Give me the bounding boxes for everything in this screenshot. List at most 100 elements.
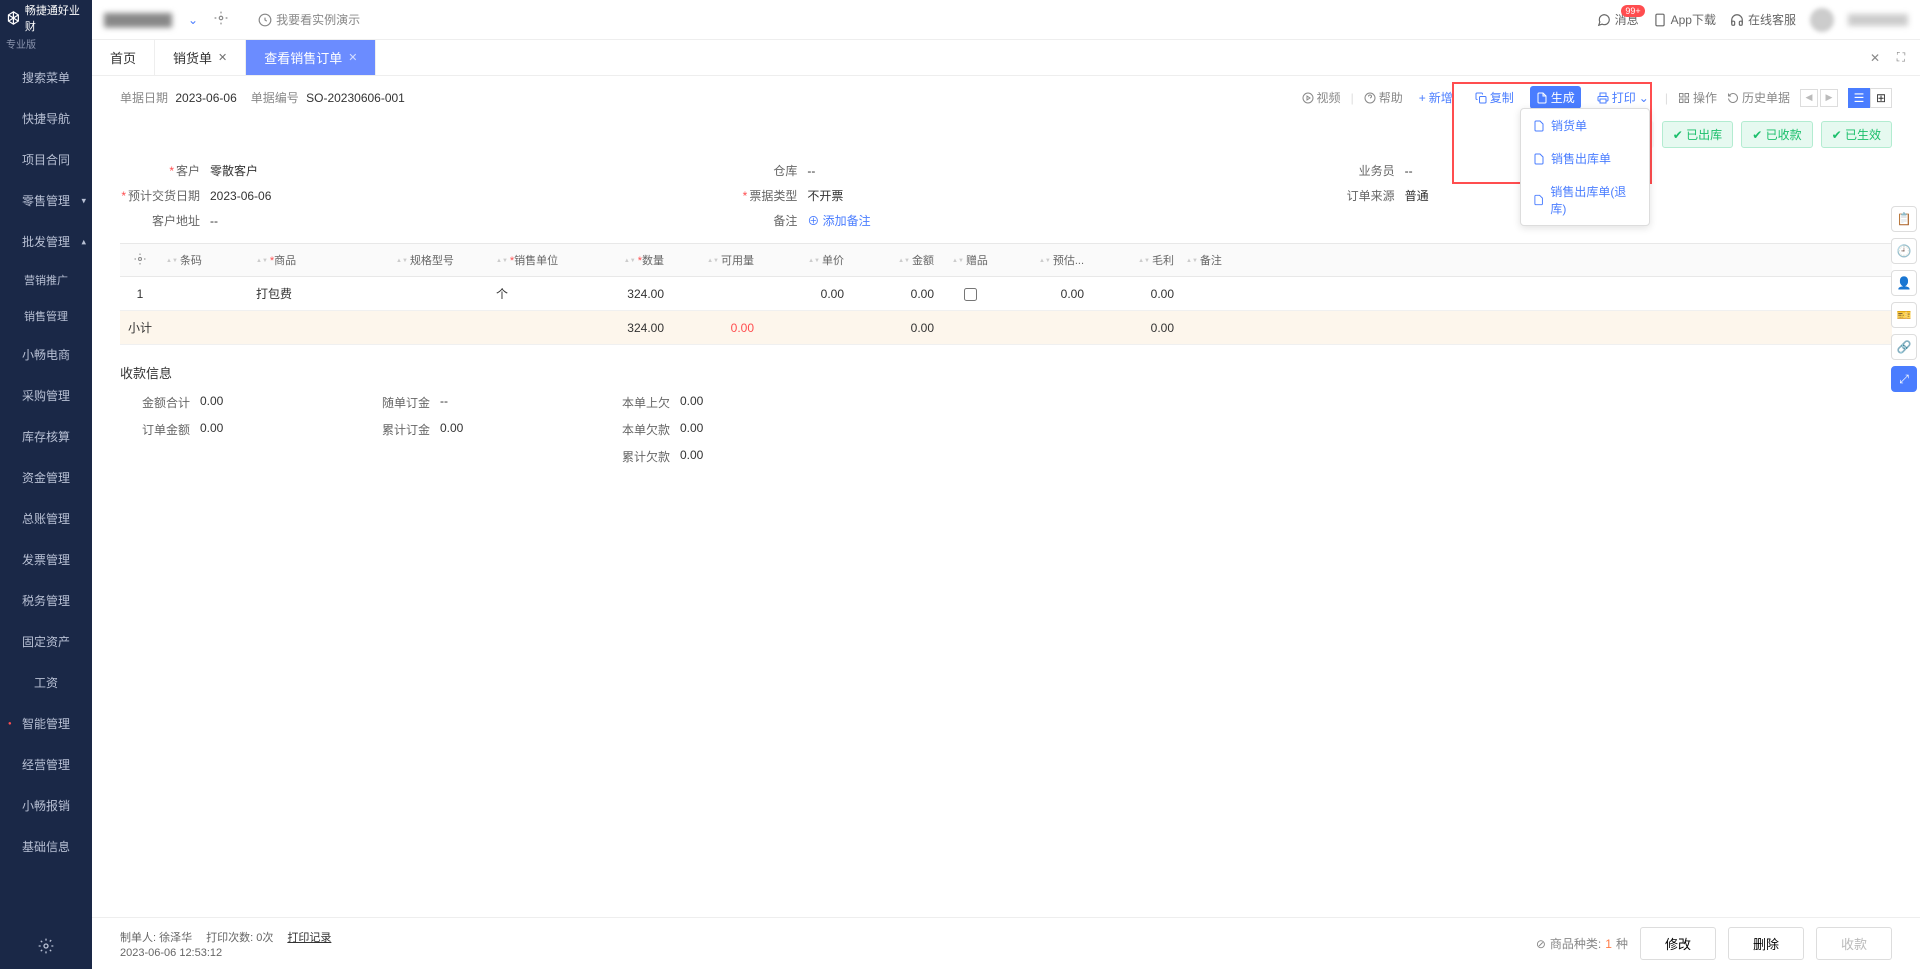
sidebar-item-purchase[interactable]: 采购管理 (0, 375, 92, 416)
copy-button[interactable]: 复制 (1469, 86, 1520, 109)
tabs-fullscreen-icon[interactable]: ⛶ (1892, 49, 1910, 67)
pay-value: 0.00 (680, 394, 703, 411)
th-qty[interactable]: ▲▼*数量 (580, 244, 670, 277)
cell-price[interactable]: 0.00 (760, 277, 850, 311)
demo-link[interactable]: 我要看实例演示 (258, 11, 360, 28)
sidebar-item-ecommerce[interactable]: 小畅电商 (0, 334, 92, 375)
org-name[interactable]: ████████ (104, 13, 172, 27)
th-gift[interactable]: ▲▼赠品 (940, 244, 1000, 277)
delete-button[interactable]: 删除 (1728, 927, 1804, 960)
popup-item-sales[interactable]: 销货单 (1521, 109, 1649, 142)
remark-add-link[interactable]: ⊕ 添加备注 (807, 212, 870, 229)
popup-item-return[interactable]: 销售出库单(退库) (1521, 175, 1649, 225)
sidebar-item-inventory[interactable]: 库存核算 (0, 416, 92, 457)
sidebar-item-invoice[interactable]: 发票管理 (0, 539, 92, 580)
operate-button[interactable]: 操作 (1678, 89, 1717, 106)
rail-link-icon[interactable]: 🔗 (1891, 334, 1917, 360)
sidebar-item-contract[interactable]: 项目合同 (0, 139, 92, 180)
sidebar-item-basicinfo[interactable]: 基础信息 (0, 826, 92, 867)
sidebar-item-finance[interactable]: 资金管理 (0, 457, 92, 498)
receipt-value[interactable]: 不开票 (807, 187, 843, 204)
th-price[interactable]: ▲▼单价 (760, 244, 850, 277)
cell-unit[interactable]: 个 (490, 277, 580, 311)
sidebar-item-wholesale[interactable]: 批发管理 (0, 221, 92, 262)
org-chevron-icon[interactable]: ⌄ (188, 13, 198, 27)
print-log-link[interactable]: 打印记录 (287, 929, 331, 945)
gift-checkbox[interactable] (964, 288, 977, 301)
separator: | (1665, 91, 1668, 105)
sidebar-item-assets[interactable]: 固定资产 (0, 621, 92, 662)
nav-next-button[interactable]: ▶ (1820, 89, 1838, 107)
sidebar-item-search[interactable]: 搜索菜单 (0, 57, 92, 98)
video-link[interactable]: 视频 (1302, 89, 1341, 106)
th-unit[interactable]: ▲▼*销售单位 (490, 244, 580, 277)
cell-barcode[interactable] (160, 277, 250, 311)
org-settings-icon[interactable] (214, 11, 228, 28)
cell-qty[interactable]: 324.00 (580, 277, 670, 311)
edit-button[interactable]: 修改 (1640, 927, 1716, 960)
messages-badge: 99+ (1621, 5, 1644, 17)
rail-note-icon[interactable]: 📋 (1891, 206, 1917, 232)
cell-spec[interactable] (390, 277, 490, 311)
sidebar-item-quicknav[interactable]: 快捷导航 (0, 98, 92, 139)
cell-gift[interactable] (940, 277, 1000, 311)
messages-button[interactable]: 消息 99+ (1597, 11, 1639, 28)
th-available[interactable]: ▲▼可用量 (670, 244, 760, 277)
tab-close-icon[interactable]: ✕ (218, 51, 227, 64)
src-label: 订单来源 (1347, 189, 1395, 203)
salesman-value[interactable]: -- (1405, 164, 1413, 178)
status-out: ✔ 已出库 (1662, 121, 1733, 148)
popup-item-outbound[interactable]: 销售出库单 (1521, 142, 1649, 175)
warehouse-value[interactable]: -- (807, 164, 815, 178)
tab-close-icon[interactable]: ✕ (348, 51, 357, 64)
pay-label: 累计欠款 (600, 448, 680, 465)
addr-value[interactable]: -- (210, 214, 218, 228)
sidebar-item-tax[interactable]: 税务管理 (0, 580, 92, 621)
rail-user-icon[interactable]: 👤 (1891, 270, 1917, 296)
generate-button[interactable]: 生成 (1530, 86, 1581, 109)
sidebar-item-retail[interactable]: 零售管理 (0, 180, 92, 221)
tab-sales-order[interactable]: 销货单 ✕ (155, 40, 246, 75)
popup-item-label: 销售出库单 (1551, 150, 1611, 167)
sidebar-settings-button[interactable] (0, 926, 92, 969)
th-estimate[interactable]: ▲▼预估... (1000, 244, 1090, 277)
th-product[interactable]: ▲▼*商品 (250, 244, 390, 277)
th-spec[interactable]: ▲▼规格型号 (390, 244, 490, 277)
service-button[interactable]: 在线客服 (1730, 11, 1796, 28)
th-amount[interactable]: ▲▼金额 (850, 244, 940, 277)
print-button[interactable]: 打印 ⌄ (1591, 86, 1655, 109)
sidebar-subitem-sales[interactable]: 销售管理 (0, 298, 92, 334)
sidebar-item-expense[interactable]: 小畅报销 (0, 785, 92, 826)
rail-history-icon[interactable]: 🕘 (1891, 238, 1917, 264)
th-barcode[interactable]: ▲▼条码 (160, 244, 250, 277)
th-profit[interactable]: ▲▼毛利 (1090, 244, 1180, 277)
src-value[interactable]: 普通 (1405, 187, 1429, 204)
cell-product[interactable]: 打包费 (250, 277, 390, 311)
sidebar-item-business[interactable]: 经营管理 (0, 744, 92, 785)
tabs-close-all-icon[interactable]: ✕ (1866, 49, 1884, 67)
nav-prev-button[interactable]: ◀ (1800, 89, 1818, 107)
delivery-value[interactable]: 2023-06-06 (210, 189, 271, 203)
view-list-button[interactable]: ☰ (1848, 88, 1870, 108)
app-download-button[interactable]: App下载 (1653, 11, 1716, 28)
sidebar-item-salary[interactable]: 工资 (0, 662, 92, 703)
generate-label: 生成 (1551, 89, 1575, 106)
tab-view-sales-order[interactable]: 查看销售订单 ✕ (246, 40, 376, 75)
status-effective: ✔ 已生效 (1821, 121, 1892, 148)
rail-expand-icon[interactable]: ⤢ (1891, 366, 1917, 392)
sidebar-item-smart[interactable]: 智能管理 (0, 703, 92, 744)
tab-home[interactable]: 首页 (92, 40, 155, 75)
cell-remark[interactable] (1180, 277, 1892, 311)
user-avatar[interactable] (1810, 8, 1834, 32)
th-remark[interactable]: ▲▼备注 (1180, 244, 1892, 277)
table-row[interactable]: 1 打包费 个 324.00 0.00 0.00 0.00 0.00 (120, 277, 1892, 311)
help-link[interactable]: 帮助 (1364, 89, 1403, 106)
user-name[interactable] (1848, 14, 1908, 26)
sidebar-subitem-marketing[interactable]: 营销推广 (0, 262, 92, 298)
history-button[interactable]: 历史单据 (1727, 89, 1790, 106)
th-gear[interactable] (120, 244, 160, 277)
new-button[interactable]: + 新增 (1413, 86, 1459, 109)
rail-ticket-icon[interactable]: 🎫 (1891, 302, 1917, 328)
customer-value[interactable]: 零散客户 (210, 162, 258, 179)
sidebar-item-ledger[interactable]: 总账管理 (0, 498, 92, 539)
